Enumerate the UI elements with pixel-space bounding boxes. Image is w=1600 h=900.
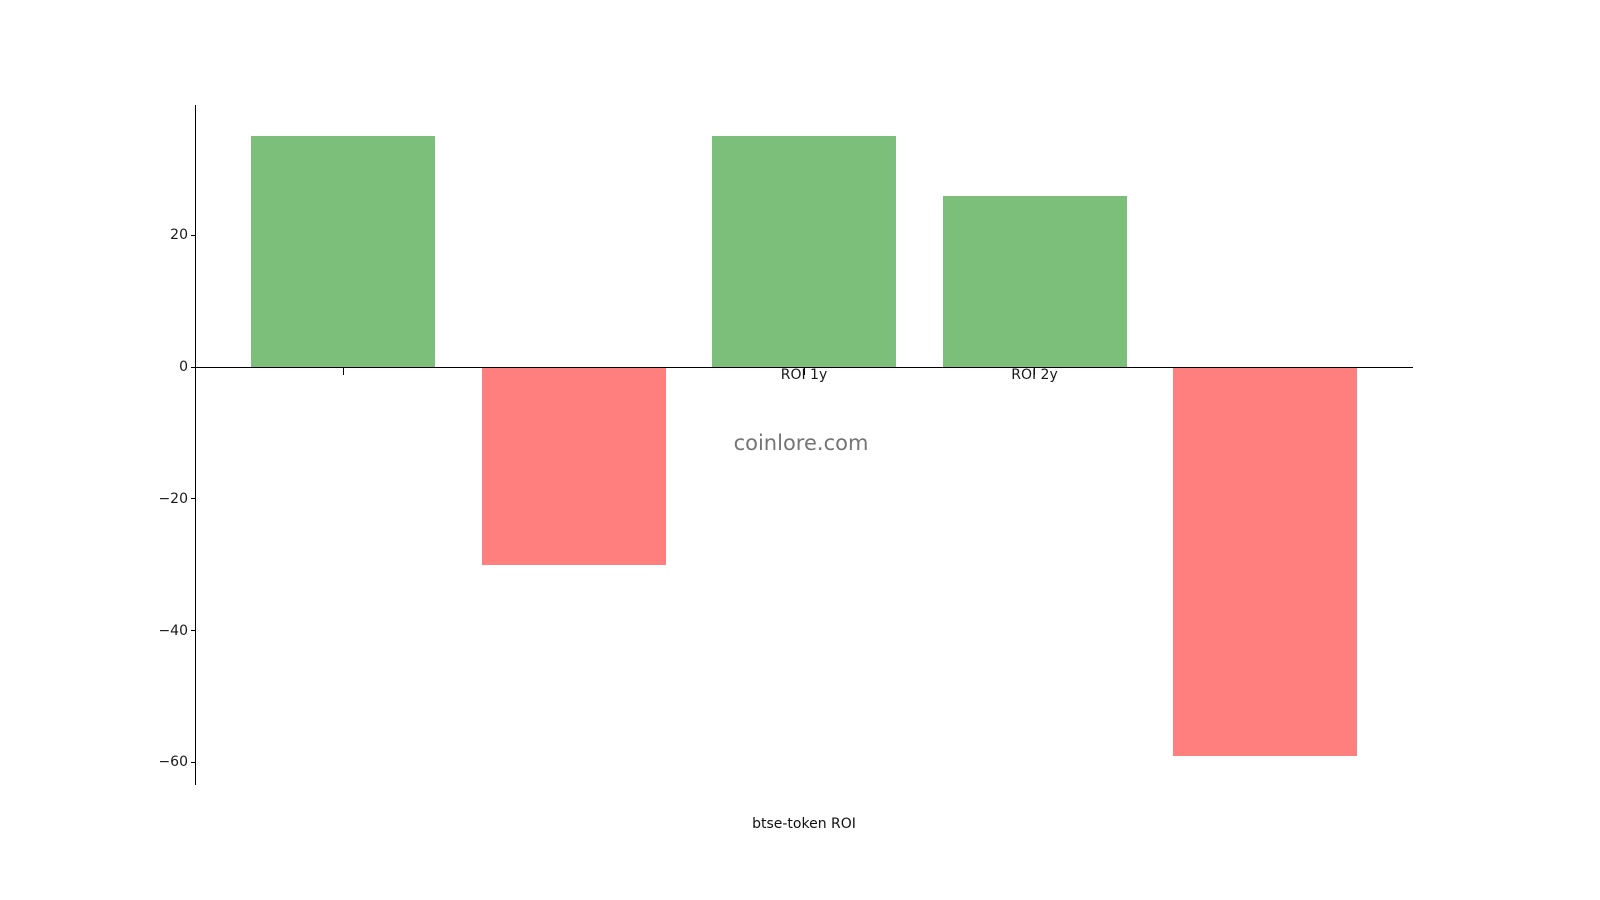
bar-positive xyxy=(251,136,435,367)
y-tick xyxy=(191,366,196,368)
y-axis xyxy=(195,105,196,785)
x-tick-label: ROI 2y xyxy=(1011,367,1058,383)
y-tick-label: −40 xyxy=(158,622,188,639)
x-tick-label: ROI 1y xyxy=(780,367,828,383)
bar-negative xyxy=(481,367,666,565)
x-axis xyxy=(196,366,1413,368)
y-tick xyxy=(191,761,196,763)
y-tick-label: 0 xyxy=(179,359,188,375)
y-tick-label: −20 xyxy=(158,490,188,507)
y-tick xyxy=(191,630,196,632)
x-tick xyxy=(803,367,805,375)
x-tick xyxy=(342,367,344,375)
y-tick xyxy=(191,498,196,500)
bar-negative xyxy=(1173,367,1357,756)
bar-positive xyxy=(712,136,896,367)
bar-positive xyxy=(942,195,1127,367)
y-tick-label: −60 xyxy=(158,754,188,771)
chart-title: btse-token ROI xyxy=(752,816,856,832)
y-tick-label: 20 xyxy=(170,227,188,244)
x-tick xyxy=(1034,367,1035,375)
watermark-text: coinlore.com xyxy=(733,431,869,455)
y-tick xyxy=(191,234,196,236)
